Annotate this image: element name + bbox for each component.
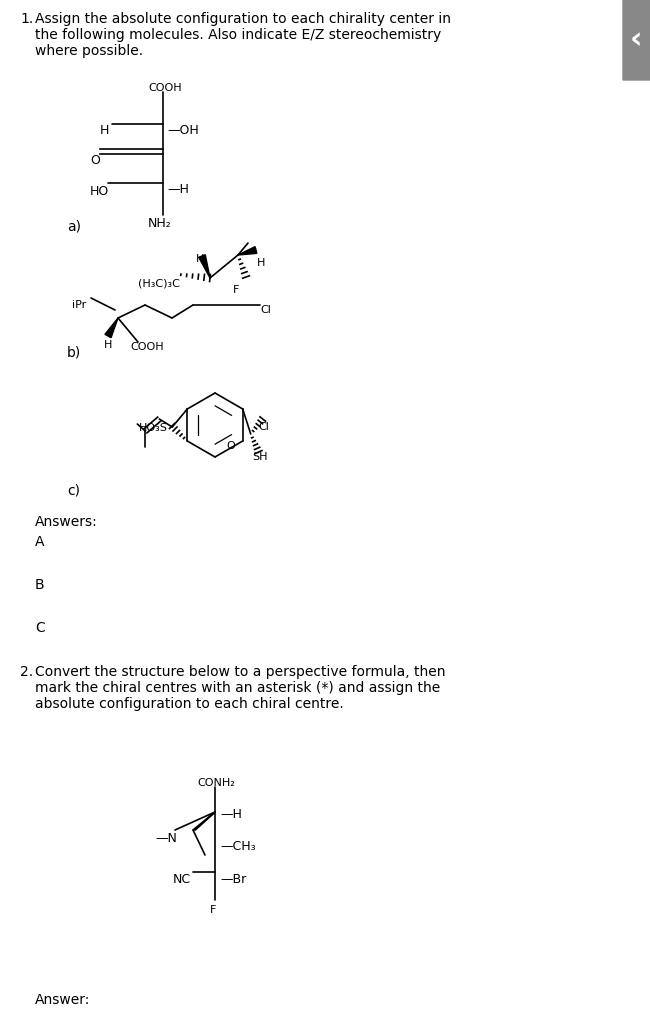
Text: B: B <box>35 578 45 592</box>
Text: O: O <box>227 441 235 451</box>
Text: Convert the structure below to a perspective formula, then
mark the chiral centr: Convert the structure below to a perspec… <box>35 665 445 712</box>
Text: F: F <box>210 905 216 915</box>
Text: (H₃C)₃C: (H₃C)₃C <box>138 278 180 288</box>
Text: —N: —N <box>155 831 177 845</box>
Text: COOH: COOH <box>148 83 181 93</box>
Text: C: C <box>35 621 45 635</box>
Text: Answer:: Answer: <box>35 993 90 1007</box>
Text: Cl: Cl <box>260 305 271 315</box>
Text: HO: HO <box>90 185 109 198</box>
Text: —H: —H <box>220 808 242 821</box>
Text: —H: —H <box>167 183 189 196</box>
Text: H: H <box>104 340 112 350</box>
Text: CONH₂: CONH₂ <box>197 778 235 788</box>
Text: 2.: 2. <box>20 665 33 679</box>
Text: SH: SH <box>253 452 268 462</box>
Text: HO₃S: HO₃S <box>139 423 168 433</box>
Text: iPr: iPr <box>72 300 86 310</box>
FancyBboxPatch shape <box>623 0 650 80</box>
Text: H: H <box>257 258 265 268</box>
Text: H: H <box>100 124 109 137</box>
Polygon shape <box>199 255 210 278</box>
Text: COOH: COOH <box>130 342 164 352</box>
Text: Answers:: Answers: <box>35 515 98 529</box>
Polygon shape <box>238 247 257 255</box>
Text: a): a) <box>67 220 81 234</box>
Text: —Br: —Br <box>220 873 246 886</box>
Text: ‹: ‹ <box>630 26 642 54</box>
Text: c): c) <box>67 483 80 497</box>
Text: O: O <box>90 154 100 167</box>
Text: Assign the absolute configuration to each chirality center in
the following mole: Assign the absolute configuration to eac… <box>35 12 451 58</box>
Text: —OH: —OH <box>167 124 199 137</box>
Text: F: F <box>233 285 239 295</box>
Text: A: A <box>35 535 44 549</box>
Text: 1.: 1. <box>20 12 33 26</box>
Text: NH₂: NH₂ <box>148 217 172 230</box>
Text: H: H <box>196 254 204 264</box>
Text: b): b) <box>67 345 81 359</box>
Polygon shape <box>105 318 118 338</box>
Text: —CH₃: —CH₃ <box>220 840 255 853</box>
Text: Cl: Cl <box>259 422 270 432</box>
Text: NC: NC <box>173 873 191 886</box>
